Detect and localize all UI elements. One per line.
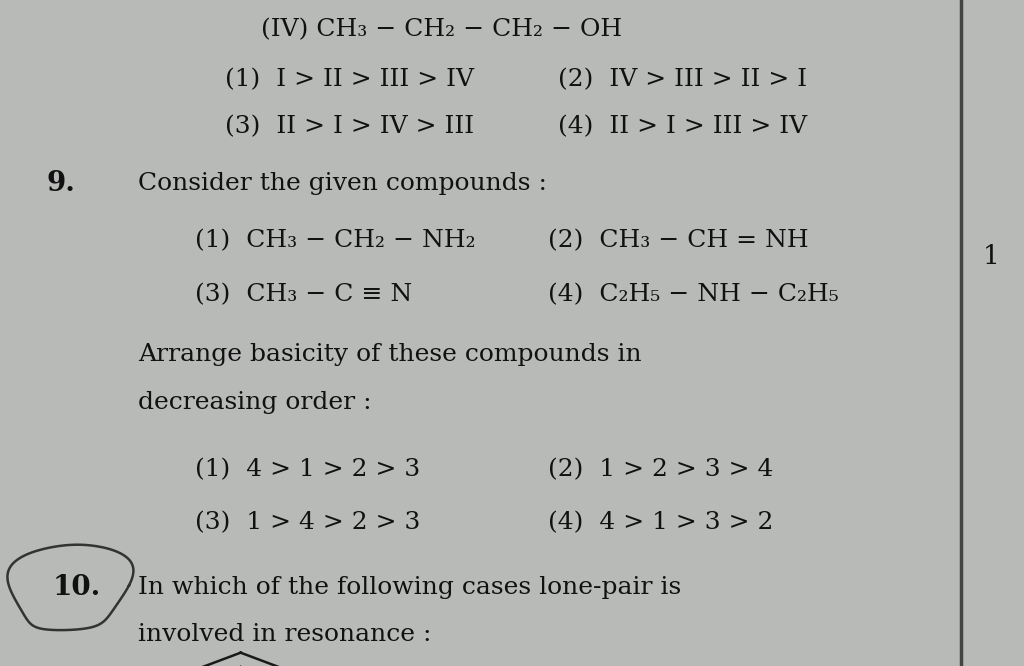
Text: (4)  II > I > III > IV: (4) II > I > III > IV	[558, 115, 807, 138]
Text: 9.: 9.	[46, 170, 75, 196]
Text: decreasing order :: decreasing order :	[138, 392, 372, 414]
Text: (4)  C₂H₅ − NH − C₂H₅: (4) C₂H₅ − NH − C₂H₅	[548, 283, 839, 306]
Text: (3)  1 > 4 > 2 > 3: (3) 1 > 4 > 2 > 3	[195, 511, 420, 534]
Text: (2)  CH₃ − CH = NH: (2) CH₃ − CH = NH	[548, 230, 809, 252]
Text: In which of the following cases lone-pair is: In which of the following cases lone-pai…	[138, 576, 682, 599]
Text: (1)  CH₃ − CH₂ − NH₂: (1) CH₃ − CH₂ − NH₂	[195, 230, 475, 252]
Text: (1)  4 > 1 > 2 > 3: (1) 4 > 1 > 2 > 3	[195, 458, 420, 481]
Text: Consider the given compounds :: Consider the given compounds :	[138, 172, 547, 194]
Text: Arrange basicity of these compounds in: Arrange basicity of these compounds in	[138, 343, 642, 366]
Text: (3)  CH₃ − C ≡ N: (3) CH₃ − C ≡ N	[195, 283, 412, 306]
Text: (2)  IV > III > II > I: (2) IV > III > II > I	[558, 69, 807, 91]
Text: (2)  1 > 2 > 3 > 4: (2) 1 > 2 > 3 > 4	[548, 458, 773, 481]
Text: (1)  I > II > III > IV: (1) I > II > III > IV	[225, 69, 474, 91]
Text: (4)  4 > 1 > 3 > 2: (4) 4 > 1 > 3 > 2	[548, 511, 773, 534]
Text: involved in resonance :: involved in resonance :	[138, 623, 432, 645]
Text: (IV) CH₃ − CH₂ − CH₂ − OH: (IV) CH₃ − CH₂ − CH₂ − OH	[261, 19, 623, 41]
Text: (3)  II > I > IV > III: (3) II > I > IV > III	[225, 115, 474, 138]
Text: 1: 1	[983, 244, 999, 269]
Text: 10.: 10.	[52, 574, 101, 601]
